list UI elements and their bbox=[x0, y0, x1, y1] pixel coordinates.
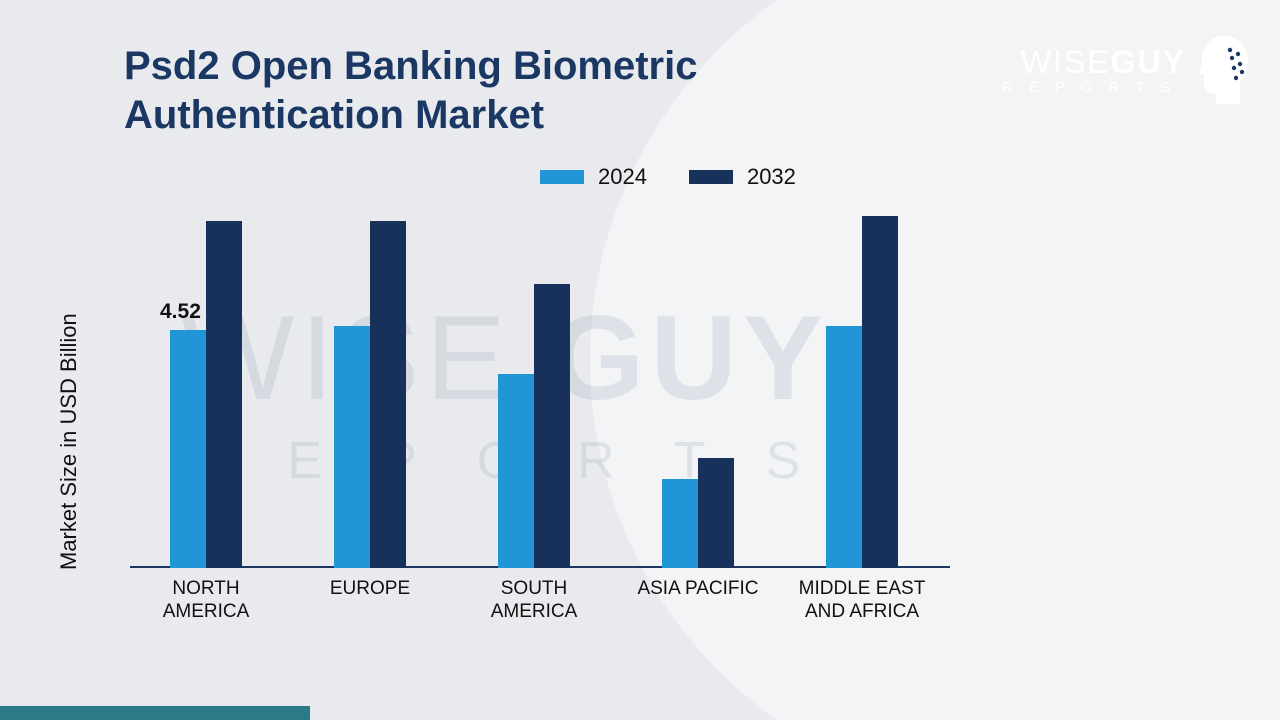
legend-swatch-2032 bbox=[689, 170, 733, 184]
bar-group bbox=[498, 200, 570, 568]
chart-title: Psd2 Open Banking Biometric Authenticati… bbox=[124, 42, 844, 140]
legend-label-2024: 2024 bbox=[598, 164, 647, 190]
bar-2032 bbox=[862, 216, 898, 568]
chart-plot-area: 4.52 bbox=[130, 200, 950, 568]
brand-logo-text: WISEGUY REPORTS bbox=[996, 44, 1186, 96]
brand-logo: WISEGUY REPORTS bbox=[990, 30, 1252, 110]
bar-chart: Market Size in USD Billion 2024 2032 4.5… bbox=[60, 160, 960, 680]
category-label: SOUTH AMERICA bbox=[459, 578, 609, 624]
page-root: Psd2 Open Banking Biometric Authenticati… bbox=[0, 0, 1280, 720]
bar-2032 bbox=[698, 458, 734, 568]
brand-subline: REPORTS bbox=[996, 79, 1186, 96]
legend-item-2024: 2024 bbox=[540, 164, 647, 190]
bar-value-label: 4.52 bbox=[160, 300, 201, 324]
bar-2032 bbox=[534, 284, 570, 568]
bar-2032 bbox=[206, 221, 242, 568]
legend-label-2032: 2032 bbox=[747, 164, 796, 190]
bar-group bbox=[662, 200, 734, 568]
category-label: MIDDLE EAST AND AFRICA bbox=[787, 578, 937, 624]
brand-name: WISEGUY bbox=[996, 44, 1186, 81]
category-label: ASIA PACIFIC bbox=[623, 578, 773, 601]
chart-legend: 2024 2032 bbox=[540, 164, 796, 190]
legend-item-2032: 2032 bbox=[689, 164, 796, 190]
head-icon bbox=[1196, 34, 1252, 106]
bar-2024 bbox=[826, 326, 862, 568]
category-label: EUROPE bbox=[295, 578, 445, 601]
bar-2024 bbox=[498, 374, 534, 569]
brand-name-part1: WISE bbox=[1021, 44, 1111, 80]
bar-2024 bbox=[662, 479, 698, 568]
bar-2024 bbox=[170, 330, 206, 568]
bar-2024 bbox=[334, 326, 370, 568]
bar-2032 bbox=[370, 221, 406, 568]
legend-swatch-2024 bbox=[540, 170, 584, 184]
brand-name-part2: GUY bbox=[1111, 44, 1186, 80]
y-axis-label: Market Size in USD Billion bbox=[56, 313, 82, 570]
bar-group bbox=[170, 200, 242, 568]
bottom-accent-strip bbox=[0, 706, 310, 720]
category-label: NORTH AMERICA bbox=[131, 578, 281, 624]
bar-group bbox=[826, 200, 898, 568]
bar-group bbox=[334, 200, 406, 568]
